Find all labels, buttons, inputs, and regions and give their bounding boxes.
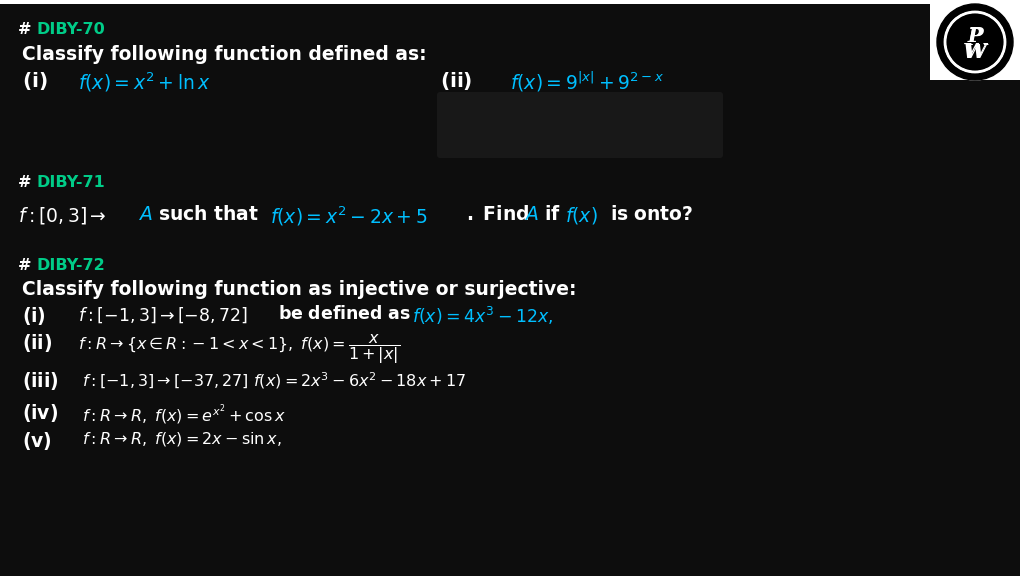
Text: $f(x) = 4x^3 - 12x,$: $f(x) = 4x^3 - 12x,$	[412, 305, 553, 327]
Circle shape	[941, 8, 1009, 76]
Text: $\mathbf{(iv)}$: $\mathbf{(iv)}$	[22, 402, 58, 424]
Text: $f: R \rightarrow R,\ f(x) = 2x - \sin x,$: $f: R \rightarrow R,\ f(x) = 2x - \sin x…	[82, 430, 282, 448]
Text: DIBY-72: DIBY-72	[36, 258, 104, 273]
Text: $\mathbf{(i)}$: $\mathbf{(i)}$	[22, 305, 46, 327]
Text: $A$: $A$	[138, 205, 153, 224]
Text: $f: [-1,3] \rightarrow [-8, 72]$: $f: [-1,3] \rightarrow [-8, 72]$	[78, 305, 248, 324]
Text: P: P	[967, 26, 983, 46]
Text: $\mathbf{\ if\ }$: $\mathbf{\ if\ }$	[538, 205, 561, 224]
Text: $\mathbf{(i)}$: $\mathbf{(i)}$	[22, 70, 47, 92]
Text: W: W	[964, 42, 987, 62]
Text: $\mathbf{be\ defined\ as}$: $\mathbf{be\ defined\ as}$	[278, 305, 411, 323]
Text: DIBY-71: DIBY-71	[36, 175, 104, 190]
Text: $\mathbf{\ such\ that\ }$: $\mathbf{\ such\ that\ }$	[152, 205, 259, 224]
Text: $\mathbf{\ is\ onto?}$: $\mathbf{\ is\ onto?}$	[604, 205, 693, 224]
Text: $A$: $A$	[524, 205, 539, 224]
Text: $f(x)$: $f(x)$	[565, 205, 598, 226]
Circle shape	[937, 4, 1013, 80]
Text: $f(x) = x^2 + \ln x$: $f(x) = x^2 + \ln x$	[78, 70, 211, 93]
Text: $f : [0, 3] \rightarrow $: $f : [0, 3] \rightarrow $	[18, 205, 106, 226]
Text: $\mathbf{(ii)}$: $\mathbf{(ii)}$	[440, 70, 472, 92]
Circle shape	[937, 4, 1013, 80]
Text: #: #	[18, 22, 37, 37]
Text: $\mathbf{(ii)}$: $\mathbf{(ii)}$	[22, 332, 52, 354]
Text: Classify following function defined as:: Classify following function defined as:	[22, 45, 427, 64]
Text: $\mathbf{.\ Find\ }$: $\mathbf{.\ Find\ }$	[466, 205, 529, 224]
Text: $f(x) = x^2 - 2x + 5$: $f(x) = x^2 - 2x + 5$	[270, 205, 428, 229]
FancyBboxPatch shape	[930, 0, 1024, 80]
Text: #: #	[18, 175, 37, 190]
Text: W: W	[964, 44, 986, 62]
Text: $f: R \rightarrow \{x \in R: -1 < x < 1\},\ f(x) = \dfrac{x}{1+|x|}$: $f: R \rightarrow \{x \in R: -1 < x < 1\…	[78, 332, 400, 366]
Text: $\mathbf{(iii)}$: $\mathbf{(iii)}$	[22, 370, 58, 392]
Text: $f: R \rightarrow R,\ f(x) = e^{x^2} + \cos x$: $f: R \rightarrow R,\ f(x) = e^{x^2} + \…	[82, 402, 286, 427]
Text: Classify following function as injective or surjective:: Classify following function as injective…	[22, 280, 577, 299]
Text: $f(x) = 9^{|x|} + 9^{2-x}$: $f(x) = 9^{|x|} + 9^{2-x}$	[510, 70, 665, 94]
Text: $\mathbf{(v)}$: $\mathbf{(v)}$	[22, 430, 52, 452]
FancyBboxPatch shape	[1020, 0, 1024, 576]
FancyBboxPatch shape	[0, 0, 1024, 4]
Text: DIBY-70: DIBY-70	[36, 22, 104, 37]
Text: #: #	[18, 258, 37, 273]
Text: $f: [-1,3] \rightarrow [-37, 27]\ f(x) = 2x^3 - 6x^2 - 18x + 17$: $f: [-1,3] \rightarrow [-37, 27]\ f(x) =…	[82, 370, 466, 391]
FancyBboxPatch shape	[437, 92, 723, 158]
Circle shape	[941, 8, 1009, 76]
Text: P: P	[968, 28, 982, 46]
